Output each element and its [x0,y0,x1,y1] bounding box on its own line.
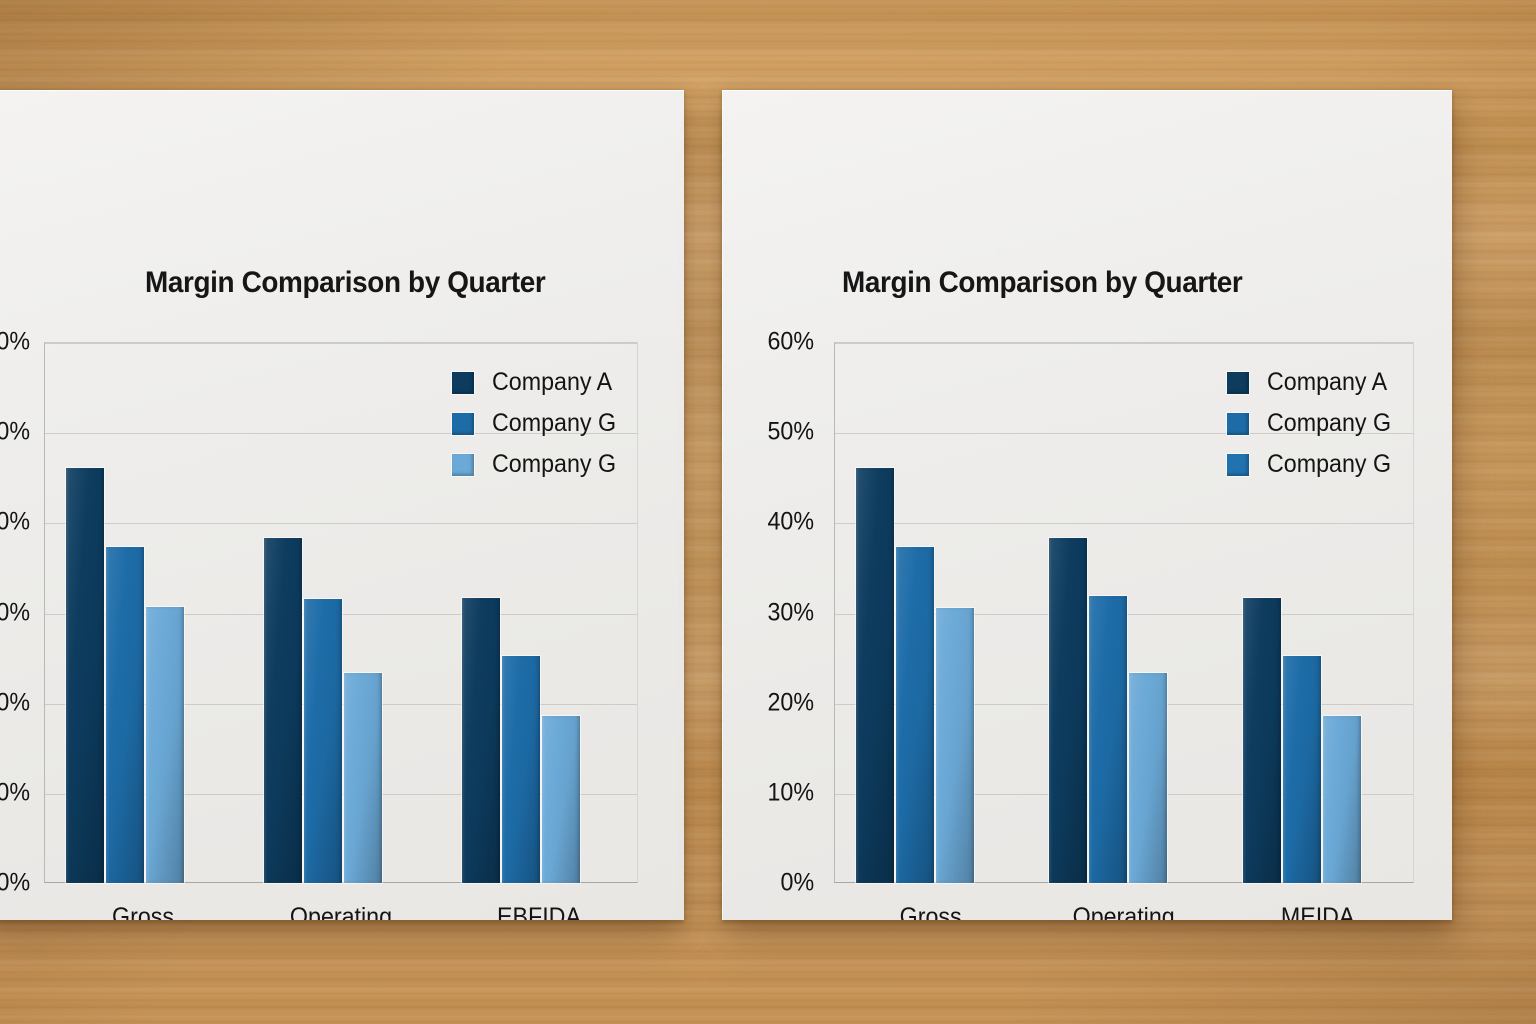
bar [896,546,934,884]
y-axis-tick-label: 60% [767,327,814,356]
bar [502,655,540,884]
y-axis-tick-label: 10% [0,778,30,807]
gridline [45,433,637,435]
bar [1129,672,1168,884]
y-axis-tick-label: 60% [0,327,30,356]
bar [1282,655,1321,884]
legend-color-swatch-icon [452,371,474,394]
printed-chart-page-right: Margin Comparison by Quarter Company A Co… [722,90,1452,920]
legend-color-swatch-icon [1227,412,1249,435]
legend-item: Company A [1227,362,1400,403]
bar [1089,596,1128,883]
y-axis-tick-label: 50% [767,417,814,446]
bar [462,598,500,883]
bar-group [66,342,184,884]
bar [106,546,144,884]
bar [936,608,974,883]
gridline [45,343,637,344]
y-axis-tick-label: 10% [767,778,814,807]
legend-color-swatch-icon [452,412,474,435]
chart-legend: Company A Company G Company G [1227,362,1400,485]
gridline [835,433,1413,435]
y-axis-tick-label: 50% [0,417,30,446]
bar-group [1242,342,1361,884]
printed-chart-page-left: Margin Comparison by Quarter Company A Co… [0,90,684,920]
bar-group [1049,342,1168,884]
bar [856,468,894,883]
y-axis-tick-label: 0% [0,868,30,897]
gridline [835,523,1413,525]
legend-color-swatch-icon [1227,371,1249,394]
y-axis-tick-label: 30% [0,598,30,626]
bar [344,672,382,884]
bar-group [264,342,382,884]
legend-label: Company A [492,368,613,396]
y-axis-tick-label: 40% [767,507,814,536]
bar-group [856,342,974,884]
bar [1322,716,1361,883]
bar [1242,598,1281,883]
legend-color-swatch-icon [1227,453,1249,476]
bar-group [462,342,580,884]
chart-legend: Company A Company G Company G [452,362,625,485]
y-axis-tick-label: 40% [0,507,30,536]
y-axis-tick-label: 30% [767,598,814,626]
legend-item: Company G [452,403,625,444]
bar-chart-right: Margin Comparison by Quarter Company A Co… [722,90,1452,920]
bar [542,716,580,883]
y-axis-tick-label: 20% [767,688,814,717]
legend-color-swatch-icon [452,453,474,476]
legend-item: Company A [452,362,625,403]
legend-item: Company G [1227,444,1400,485]
legend-item: Company G [1227,403,1400,444]
gridline [835,343,1413,344]
legend-label: Company G [492,409,617,437]
legend-label: Company A [1267,368,1388,396]
x-axis-tick-label: Operating Margin [289,903,393,920]
bar-chart-left: Margin Comparison by Quarter Company A Co… [0,90,684,920]
legend-label: Company G [1267,450,1392,478]
bar [66,468,104,883]
bar [264,537,302,884]
gridline [45,523,637,525]
y-axis-tick-label: 0% [780,868,814,897]
chart-title: Margin Comparison by Quarter [842,266,1243,299]
y-axis-tick-label: 20% [0,688,30,717]
x-axis-tick-label: Operating Margin [1072,903,1176,920]
chart-title: Margin Comparison by Quarter [145,266,546,299]
bar [1049,537,1088,884]
x-axis-tick-label: MEIDA Margin [1280,903,1355,920]
bar [146,607,184,883]
x-axis-tick-label: Gross Margin [111,903,175,920]
legend-item: Company G [452,444,625,485]
bar [304,598,342,884]
legend-label: Company G [492,450,617,478]
legend-label: Company G [1267,409,1392,437]
x-axis-tick-label: EBFIDA Margin [497,903,581,920]
x-axis-tick-label: Gross Margin [899,903,962,920]
